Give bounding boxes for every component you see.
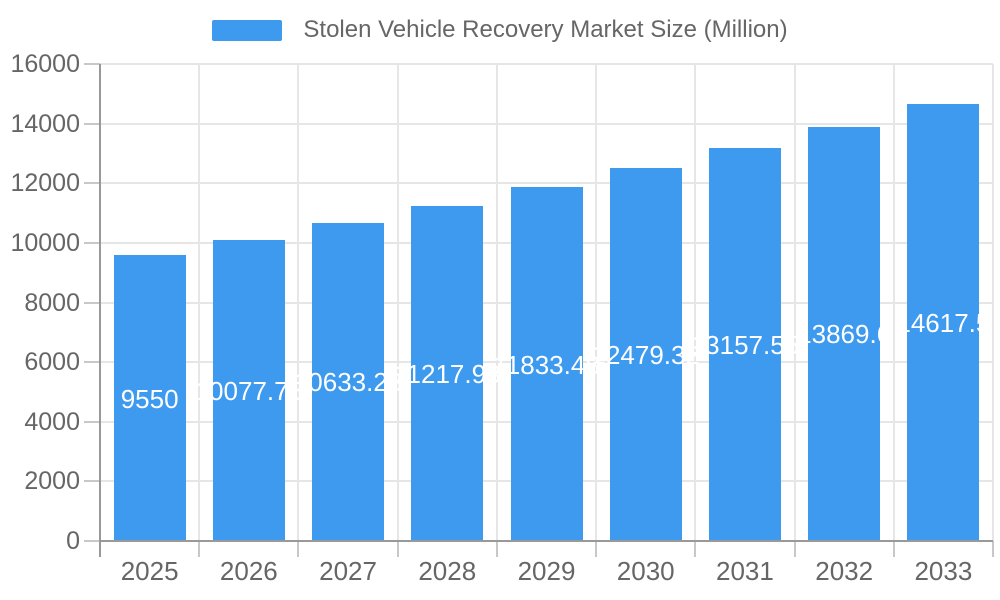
bar-value-label: 11217.93: [394, 358, 501, 389]
bar-value-label: 13869.6: [797, 319, 892, 350]
x-gridline: [396, 64, 399, 541]
x-axis-tick: [297, 541, 300, 557]
y-axis-tick: [84, 301, 100, 304]
y-axis-line: [99, 64, 101, 557]
x-axis-label: 2025: [120, 556, 179, 586]
x-gridline: [694, 64, 697, 541]
x-axis-label: 2029: [517, 556, 576, 586]
y-axis-label: 8000: [24, 288, 80, 317]
bar-value-label: 13157.55: [690, 329, 800, 360]
bar-value-label: 14617.5: [896, 308, 991, 339]
x-axis-label: 2026: [219, 556, 278, 586]
x-gridline: [595, 64, 598, 541]
y-axis-label: 12000: [10, 169, 80, 198]
x-axis-tick: [495, 541, 498, 557]
x-axis-tick: [694, 541, 697, 557]
x-gridline: [495, 64, 498, 541]
y-gridline: [100, 122, 993, 125]
x-axis-tick: [198, 541, 201, 557]
y-axis-tick: [84, 480, 100, 483]
legend-label: Stolen Vehicle Recovery Market Size (Mil…: [303, 16, 788, 43]
y-axis-label: 16000: [10, 50, 80, 78]
y-axis-label: 0: [66, 527, 80, 555]
y-axis-label: 6000: [24, 348, 80, 377]
bar-value-label: 12479.32: [591, 339, 700, 370]
bar[interactable]: [609, 167, 682, 540]
x-gridline: [892, 64, 895, 541]
y-axis-tick: [84, 122, 100, 125]
x-axis-label: 2031: [716, 556, 774, 586]
x-axis-label: 2027: [319, 556, 377, 586]
bar-value-label: 10077.75: [194, 375, 304, 406]
bar-value-label: 10633.28: [293, 367, 403, 398]
x-axis-line: [100, 540, 993, 542]
y-axis-label: 2000: [24, 467, 80, 496]
y-axis-tick: [84, 241, 100, 244]
y-gridline: [100, 63, 993, 65]
x-axis-tick: [892, 541, 895, 557]
y-gridline: [100, 182, 993, 185]
x-axis-label: 2030: [616, 556, 675, 586]
bar[interactable]: [212, 239, 285, 540]
x-gridline: [297, 64, 300, 541]
y-axis-label: 14000: [10, 109, 80, 138]
bar-value-label: 9550: [120, 383, 179, 414]
bar[interactable]: [907, 104, 980, 540]
y-axis-label: 10000: [10, 228, 80, 257]
bar[interactable]: [808, 126, 881, 540]
legend-swatch-icon[interactable]: [212, 19, 283, 41]
bar[interactable]: [708, 147, 781, 540]
bar[interactable]: [312, 222, 385, 540]
y-axis-label: 4000: [24, 407, 80, 436]
y-axis-tick: [84, 361, 100, 364]
bar-value-label: 11833.48: [493, 349, 600, 380]
y-axis-tick: [84, 540, 100, 542]
y-axis-tick: [84, 182, 100, 185]
x-axis-label: 2028: [418, 556, 477, 586]
bar[interactable]: [113, 255, 186, 540]
x-axis-tick: [793, 541, 796, 557]
y-axis-tick: [84, 63, 100, 65]
x-axis-label: 2032: [815, 556, 874, 586]
x-gridline: [198, 64, 201, 541]
x-axis-tick: [595, 541, 598, 557]
legend[interactable]: Stolen Vehicle Recovery Market Size (Mil…: [0, 17, 1000, 43]
bar[interactable]: [510, 187, 583, 540]
x-gridline: [793, 64, 796, 541]
y-axis-tick: [84, 420, 100, 423]
x-gridline: [992, 64, 994, 541]
bar[interactable]: [411, 205, 484, 540]
x-axis-label: 2033: [914, 556, 973, 586]
x-axis-tick: [396, 541, 399, 557]
x-axis-tick: [992, 541, 994, 557]
